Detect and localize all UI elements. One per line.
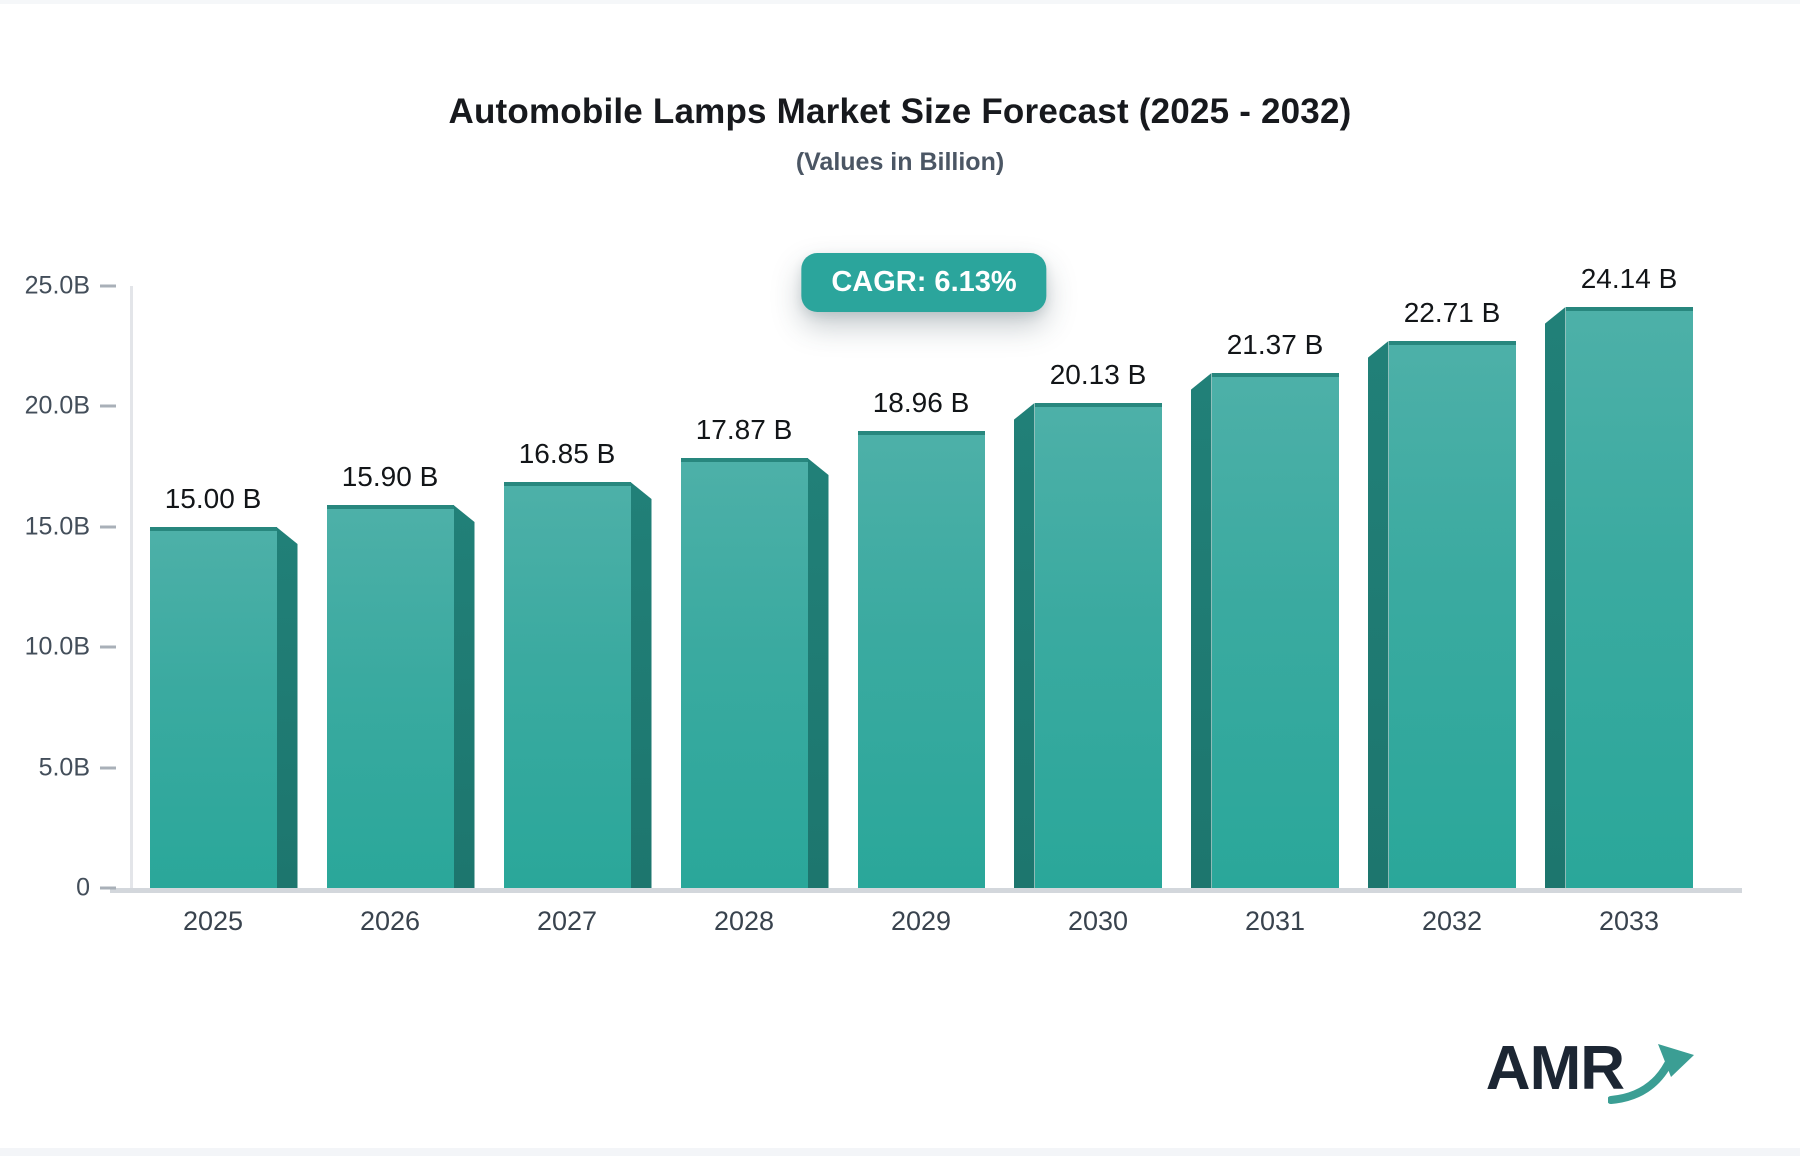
bar-face-2030 — [1034, 403, 1162, 888]
value-label-2028: 17.87 B — [695, 414, 793, 445]
bar-face-2031 — [1211, 373, 1339, 888]
brand-logo: AMR — [1485, 1034, 1696, 1104]
bar-face-2033 — [1565, 307, 1693, 888]
bar-face-2026 — [326, 505, 454, 888]
bar-side-face-2025 — [276, 527, 298, 888]
bar-2025 — [149, 527, 298, 888]
chart-subtitle: (Values in Billion) — [795, 148, 1005, 176]
x-axis-label-2029: 2029 — [890, 906, 952, 936]
bar-side-face-2033 — [1544, 307, 1566, 888]
value-label-2029: 18.96 B — [872, 387, 970, 418]
value-label-2031: 21.37 B — [1226, 329, 1324, 360]
bar-side-face-2027 — [630, 482, 652, 888]
bar-2029 — [857, 431, 985, 888]
value-label-2025: 15.00 B — [164, 483, 262, 514]
value-label-2027: 16.85 B — [518, 438, 616, 469]
x-axis-label-2028: 2028 — [713, 906, 775, 936]
y-tick-dash-10.0B — [100, 645, 116, 649]
bar-2027 — [503, 482, 652, 888]
y-tick-dash-15.0B — [100, 525, 116, 529]
page-bottom-edge — [0, 1148, 1800, 1156]
y-axis-line — [130, 286, 133, 888]
x-axis-label-2031: 2031 — [1244, 906, 1306, 936]
x-axis-label-2030: 2030 — [1067, 906, 1129, 936]
value-label-2032: 22.71 B — [1403, 297, 1501, 328]
chart-title: Automobile Lamps Market Size Forecast (2… — [448, 92, 1352, 131]
y-axis-label-0: 0 — [76, 873, 90, 902]
bar-face-2028 — [680, 458, 808, 888]
bar-side-face-2030 — [1013, 403, 1035, 888]
x-axis-label-2027: 2027 — [536, 906, 598, 936]
y-axis-label-15.0B: 15.0B — [24, 512, 90, 541]
bar-face-2025 — [149, 527, 277, 888]
cagr-badge: CAGR: 6.13% — [801, 253, 1047, 312]
bar-face-2032 — [1388, 341, 1516, 888]
x-axis-line — [110, 888, 1742, 893]
value-label-2033: 24.14 B — [1580, 263, 1678, 294]
bar-face-2029 — [857, 431, 985, 888]
bar-2030 — [1013, 403, 1162, 888]
y-tick-dash-20.0B — [100, 404, 116, 408]
y-axis-label-25.0B: 25.0B — [24, 271, 90, 300]
y-tick-dash-0 — [100, 886, 116, 890]
bar-face-2027 — [503, 482, 631, 888]
plot-area: 25.0B 20.0B 15.0B 10.0B 5.0B 0 15.00 B 2025 15.9… — [25, 263, 1742, 936]
bar-2032 — [1367, 341, 1516, 888]
y-tick-dash-25.0B — [100, 284, 116, 288]
bar-side-face-2028 — [807, 458, 829, 888]
x-axis-label-2026: 2026 — [359, 906, 421, 936]
bar-2031 — [1190, 373, 1339, 888]
y-axis-label-5.0B: 5.0B — [38, 753, 90, 782]
brand-logo-text: AMR — [1485, 1034, 1625, 1103]
bar-2026 — [326, 505, 475, 888]
y-tick-dash-5.0B — [100, 766, 116, 770]
bar-2028 — [680, 458, 829, 888]
value-label-2026: 15.90 B — [341, 461, 439, 492]
bar-side-face-2031 — [1190, 373, 1212, 888]
value-label-2030: 20.13 B — [1049, 359, 1147, 390]
page-top-edge — [0, 0, 1800, 4]
y-axis-label-20.0B: 20.0B — [24, 391, 90, 420]
growth-arrow-icon — [1608, 1044, 1694, 1104]
y-axis-label-10.0B: 10.0B — [24, 632, 90, 661]
bar-side-face-2026 — [453, 505, 475, 888]
bar-side-face-2032 — [1367, 341, 1389, 888]
x-axis-label-2025: 2025 — [182, 906, 244, 936]
bar-2033 — [1544, 307, 1693, 888]
x-axis-label-2032: 2032 — [1421, 906, 1483, 936]
x-axis-label-2033: 2033 — [1598, 906, 1660, 936]
